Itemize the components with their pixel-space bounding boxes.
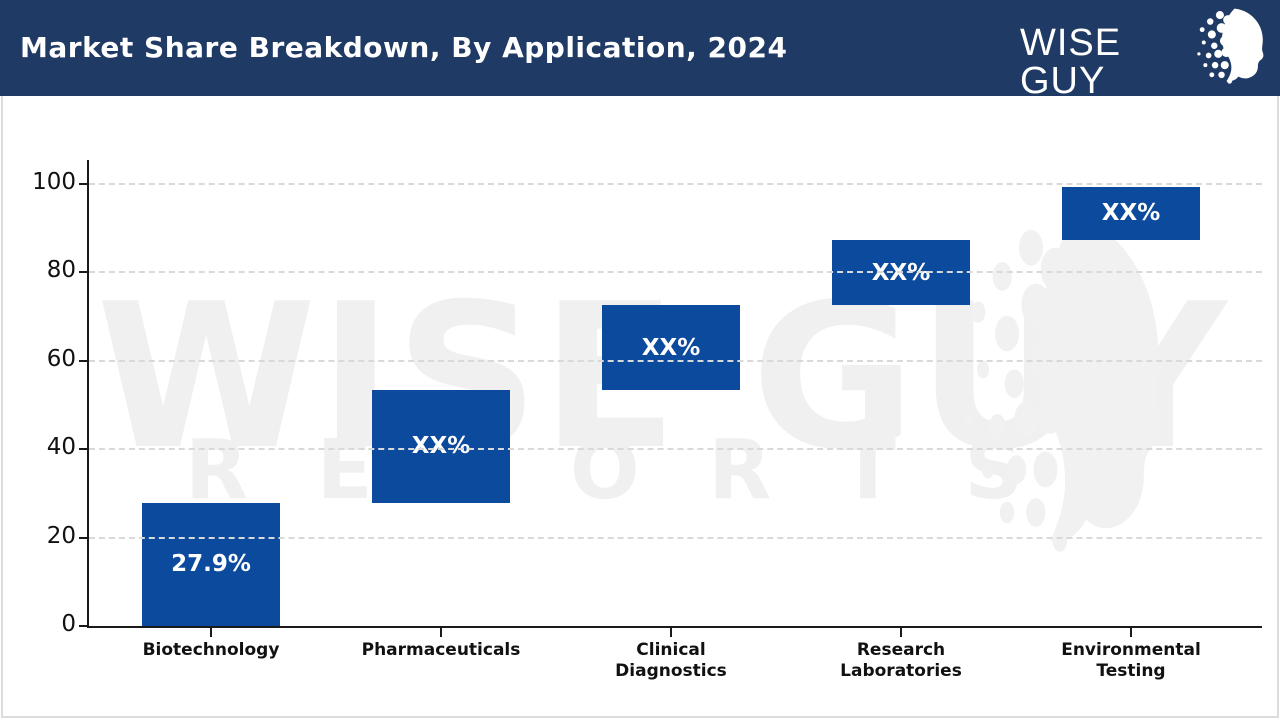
x-axis-label-clinical-diagnostics: Clinical Diagnostics [615, 640, 727, 681]
bar-value-label-environmental-testing: XX% [1101, 200, 1161, 227]
bar-environmental-testing: XX% [1062, 186, 1200, 241]
x-tick-pharmaceuticals [440, 628, 442, 637]
watermark-face-icon [963, 219, 1161, 552]
grid-line-80 [89, 271, 1262, 274]
x-axis-label-pharmaceuticals: Pharmaceuticals [361, 640, 521, 660]
y-tick-label-40: 40 [46, 434, 76, 461]
x-tick-biotechnology [210, 628, 212, 637]
bar-biotechnology: 27.9% [142, 502, 280, 626]
wiseguy-logo-line1: WISE GUY [1020, 22, 1122, 102]
wiseguy-face-icon [1197, 8, 1264, 84]
x-axis-line [87, 626, 1262, 628]
x-tick-clinical-diagnostics [670, 628, 672, 637]
y-tick-100 [79, 183, 88, 185]
wiseguy-logo: WISE GUY R E P O R T S [1020, 0, 1270, 117]
grid-line-40 [89, 448, 1262, 451]
bar-clinical-diagnostics: XX% [602, 305, 740, 390]
bar-pharmaceuticals: XX% [372, 389, 510, 503]
y-tick-label-60: 60 [46, 345, 76, 372]
bar-value-label-pharmaceuticals: XX% [411, 433, 471, 460]
bar-value-label-biotechnology: 27.9% [171, 551, 251, 578]
watermark-reports-text: R E P O R T S [185, 423, 1044, 518]
y-tick-80 [79, 271, 88, 274]
y-tick-label-80: 80 [46, 257, 76, 284]
y-tick-0 [79, 625, 88, 627]
y-tick-40 [79, 448, 88, 451]
y-tick-label-20: 20 [46, 522, 76, 549]
y-tick-label-100: 100 [32, 169, 76, 195]
x-axis-label-biotechnology: Biotechnology [142, 640, 280, 660]
grid-line-60 [89, 359, 1262, 362]
wiseguy-logo-text: WISE GUY R E P O R T S [1020, 24, 1182, 117]
grid-line-100 [89, 183, 1262, 185]
x-axis-label-environmental-testing: Environmental Testing [1061, 640, 1201, 681]
x-tick-research-laboratories [900, 628, 902, 637]
bar-value-label-clinical-diagnostics: XX% [641, 334, 701, 361]
wiseguy-logo-line2: R E P O R T S [1020, 103, 1156, 117]
header-band: Market Share Breakdown, By Application, … [0, 0, 1280, 117]
x-axis-label-research-laboratories: Research Laboratories [840, 640, 962, 681]
grid-line-20 [89, 536, 1262, 539]
y-tick-60 [79, 359, 88, 362]
y-tick-20 [79, 536, 88, 539]
y-axis-line [87, 160, 89, 628]
page-title: Market Share Breakdown, By Application, … [20, 31, 788, 64]
y-tick-label-0: 0 [61, 611, 76, 637]
x-tick-environmental-testing [1130, 628, 1132, 637]
